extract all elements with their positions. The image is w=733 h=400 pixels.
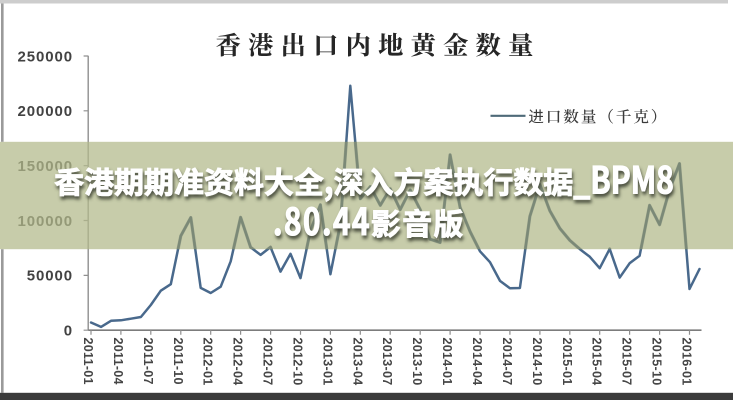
svg-text:2014-07: 2014-07 bbox=[500, 338, 514, 386]
svg-text:2015-07: 2015-07 bbox=[620, 338, 634, 386]
svg-text:2013-04: 2013-04 bbox=[350, 338, 364, 386]
svg-text:2013-01: 2013-01 bbox=[320, 338, 334, 386]
svg-text:2011-07: 2011-07 bbox=[141, 338, 155, 385]
svg-text:2014-04: 2014-04 bbox=[470, 338, 484, 386]
svg-text:2012-07: 2012-07 bbox=[261, 338, 275, 386]
svg-text:200000: 200000 bbox=[18, 103, 73, 120]
svg-text:2012-10: 2012-10 bbox=[291, 338, 305, 386]
svg-text:0: 0 bbox=[64, 323, 73, 340]
svg-text:2015-01: 2015-01 bbox=[560, 338, 574, 386]
svg-text:2011-10: 2011-10 bbox=[171, 338, 185, 385]
svg-text:2011-01: 2011-01 bbox=[81, 338, 95, 385]
svg-text:2013-07: 2013-07 bbox=[380, 338, 394, 386]
svg-text:2013-10: 2013-10 bbox=[410, 338, 424, 386]
svg-text:2012-01: 2012-01 bbox=[201, 338, 215, 386]
svg-text:50000: 50000 bbox=[27, 268, 73, 285]
svg-text:2015-10: 2015-10 bbox=[650, 338, 664, 386]
svg-text:2016-01: 2016-01 bbox=[680, 338, 694, 386]
svg-text:250000: 250000 bbox=[18, 48, 73, 65]
svg-text:2014-01: 2014-01 bbox=[440, 338, 454, 386]
svg-text:2012-04: 2012-04 bbox=[231, 338, 245, 386]
svg-text:2014-10: 2014-10 bbox=[530, 338, 544, 386]
svg-text:2011-04: 2011-04 bbox=[111, 338, 125, 385]
svg-text:2015-04: 2015-04 bbox=[590, 338, 604, 386]
